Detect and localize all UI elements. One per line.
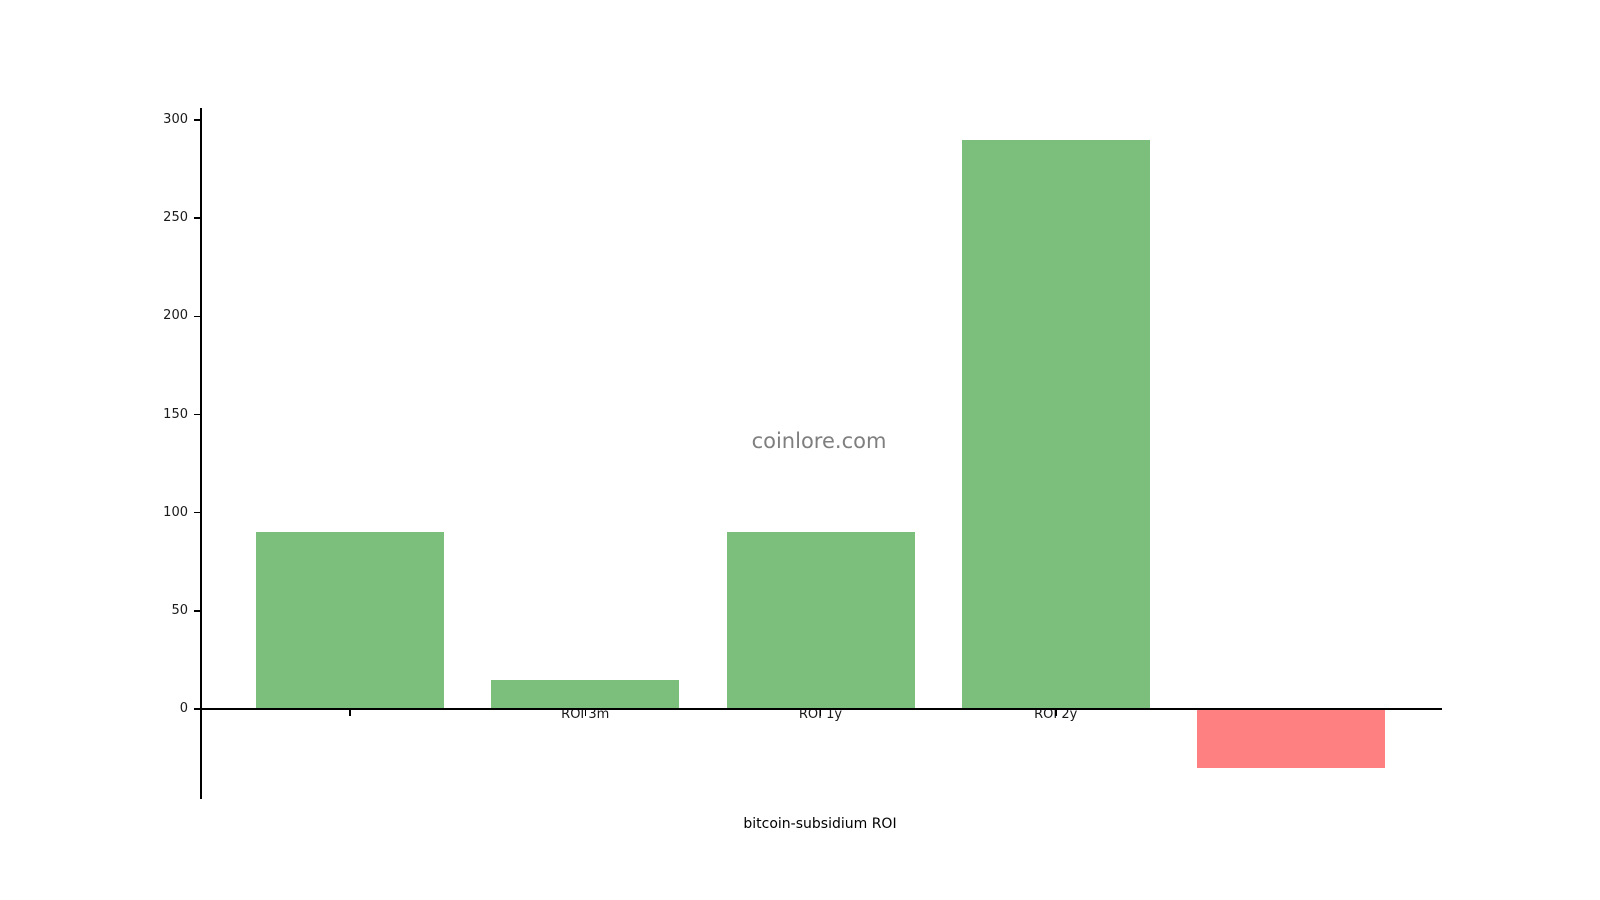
y-tick-mark [194, 315, 201, 318]
bar-roi-1y [726, 532, 915, 709]
x-tick-mark [819, 709, 822, 716]
y-axis-line [200, 108, 202, 800]
y-tick-label-150: 150 [163, 406, 188, 422]
bar-col-0 [256, 532, 444, 709]
y-tick-mark [194, 708, 201, 710]
y-tick-mark [194, 610, 201, 612]
x-tick-mark [349, 709, 351, 716]
y-tick-mark [194, 119, 201, 121]
bar-roi-2y [961, 139, 1150, 709]
y-tick-label-0: 0 [179, 701, 188, 716]
y-tick-mark [194, 217, 201, 219]
bar-roi-3m [491, 679, 680, 709]
x-tick-mark [584, 709, 586, 716]
watermark: coinlore.com [751, 429, 887, 453]
y-tick-label-300: 300 [163, 112, 188, 127]
y-tick-mark [194, 511, 201, 514]
y-tick-label-100: 100 [163, 504, 188, 520]
x-axis-title: bitcoin-subsidium ROI [743, 816, 897, 832]
y-tick-mark [194, 413, 201, 416]
y-tick-label-250: 250 [163, 210, 188, 226]
x-axis-line [200, 708, 1442, 710]
bar-col-4 [1197, 709, 1385, 768]
y-tick-label-200: 200 [163, 308, 188, 324]
x-tick-mark [1055, 709, 1057, 716]
y-tick-label-50: 50 [171, 602, 188, 618]
